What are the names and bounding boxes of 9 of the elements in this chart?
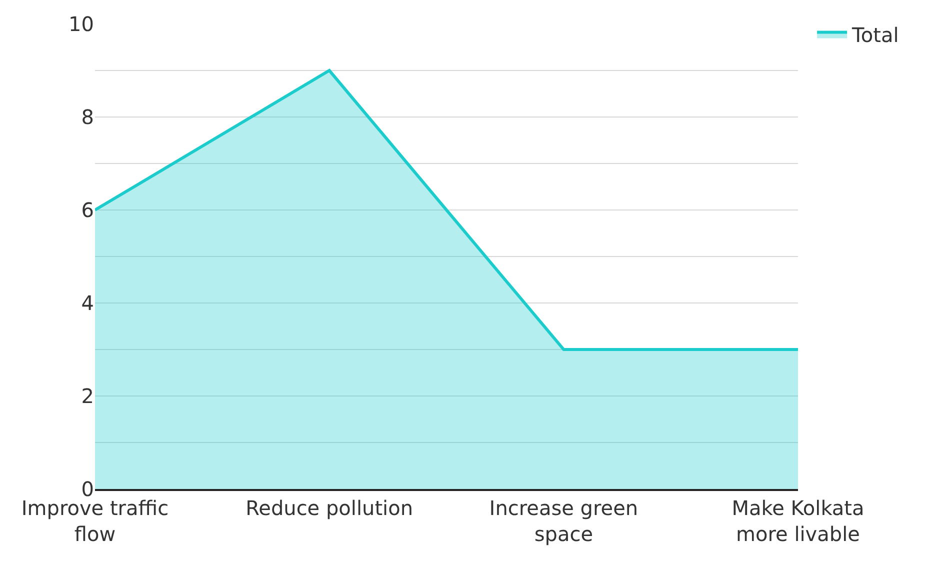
y-tick-label: 10: [68, 12, 94, 36]
y-tick-label: 2: [81, 384, 94, 408]
y-tick-label: 6: [81, 198, 94, 222]
x-tick-label: Increase green space: [489, 496, 638, 546]
legend-label: Total: [851, 23, 899, 47]
x-tick-label: Make Kolkata more livable: [732, 496, 864, 546]
y-tick-label: 8: [81, 105, 94, 129]
y-tick-label: 4: [81, 291, 94, 315]
x-tick-label: Reduce pollution: [246, 496, 414, 520]
